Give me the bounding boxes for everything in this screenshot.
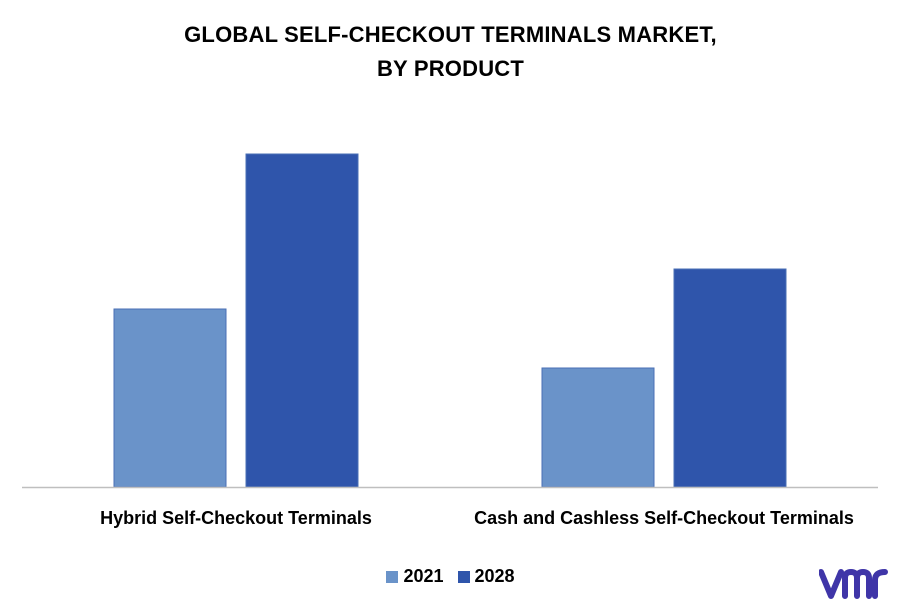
legend-label-2028: 2028 (474, 566, 515, 586)
bar-2028-2 (673, 268, 787, 488)
legend-swatch-2021 (386, 570, 399, 583)
legend: 2021 2028 (0, 566, 901, 587)
chart-title: GLOBAL SELF-CHECKOUT TERMINALS MARKET, B… (0, 18, 901, 86)
bar-chart: Hybrid Self-Checkout Terminals Cash and C… (22, 153, 878, 528)
legend-item-2028: 2028 (457, 566, 515, 587)
legend-swatch-2028 (457, 570, 470, 583)
chart-title-line-2: BY PRODUCT (376, 56, 525, 81)
chart-title-line-1: GLOBAL SELF-CHECKOUT TERMINALS MARKET, (184, 22, 717, 47)
bar-2021-1 (113, 308, 227, 488)
bar-2021-2 (541, 367, 655, 488)
legend-item-2021: 2021 (386, 566, 444, 587)
bar-2028-1 (245, 153, 359, 488)
x-tick-label-2: Cash and Cashless Self-Checkout Terminal… (474, 508, 854, 528)
x-tick-label-1: Hybrid Self-Checkout Terminals (100, 508, 372, 528)
legend-label-2021: 2021 (403, 566, 444, 586)
vmr-logo-icon (819, 569, 888, 599)
